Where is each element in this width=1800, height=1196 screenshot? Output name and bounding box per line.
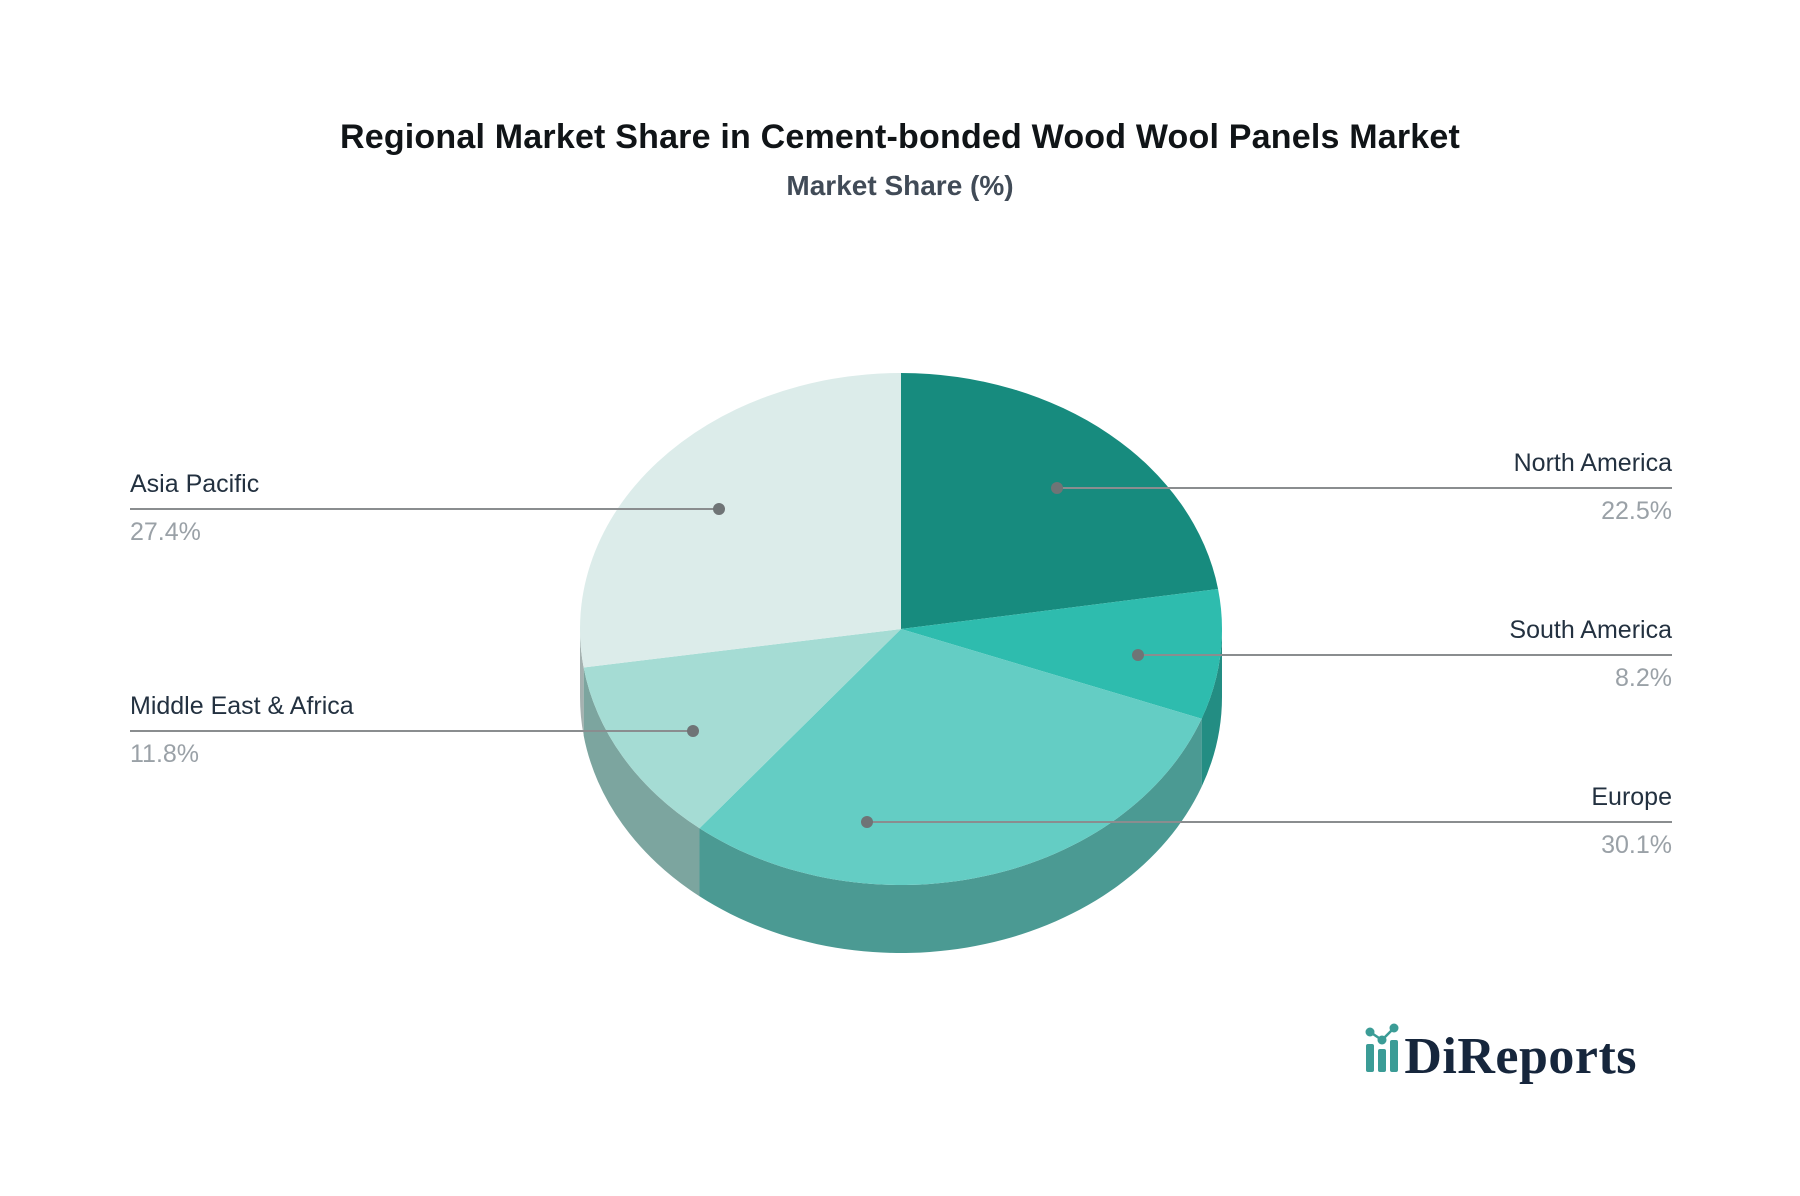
pie-slice-side-middle-east-africa (583, 667, 700, 897)
slice-value: 22.5% (1601, 497, 1672, 525)
pie-slice-asia-pacific[interactable] (579, 373, 901, 668)
leader-dot-middle-east-africa (687, 725, 699, 737)
page-subtitle: Market Share (%) (786, 170, 1014, 201)
brand-logo: DiReports (1364, 1022, 1637, 1083)
slice-name: Europe (1591, 783, 1672, 811)
leader-dot-south-america (1132, 649, 1144, 661)
slice-name: North America (1513, 449, 1672, 477)
leader-dot-north-america (1051, 482, 1063, 494)
pie-slice-side-asia-pacific (580, 629, 584, 736)
leader-dot-europe (861, 816, 873, 828)
bar-chart-logo-icon (1365, 1023, 1399, 1072)
pie-slice-north-america[interactable] (901, 373, 1219, 629)
pie-slice-south-america[interactable] (901, 588, 1222, 719)
slice-name: Middle East & Africa (130, 692, 354, 720)
leader-dot-asia-pacific (713, 503, 725, 515)
slice-name: Asia Pacific (130, 470, 260, 498)
page-title: Regional Market Share in Cement-bonded W… (339, 118, 1461, 156)
slice-name: South America (1509, 616, 1672, 644)
slice-value: 11.8% (130, 740, 200, 768)
slice-value: 8.2% (1615, 664, 1672, 692)
slice-value: 30.1% (1601, 831, 1672, 859)
pie-slice-side-europe (699, 718, 1202, 954)
brand-logo-text: DiReports (1404, 1028, 1637, 1085)
slice-value: 27.4% (130, 518, 201, 546)
pie-slice-middle-east-africa[interactable] (583, 629, 901, 829)
pie-slice-side-south-america (1201, 629, 1222, 787)
